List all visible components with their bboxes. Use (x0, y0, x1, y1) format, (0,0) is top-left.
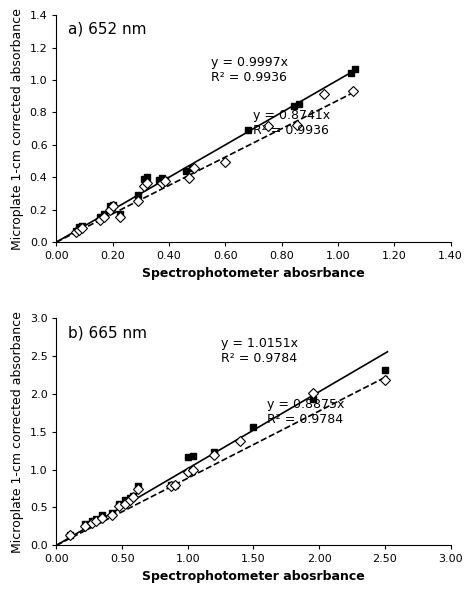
Text: y = 0.8741x
R² = 0.9936: y = 0.8741x R² = 0.9936 (254, 109, 330, 137)
Text: y = 1.0151x
R² = 0.9784: y = 1.0151x R² = 0.9784 (220, 337, 298, 365)
Text: b) 665 nm: b) 665 nm (68, 325, 147, 340)
Text: y = 0.9997x
R² = 0.9936: y = 0.9997x R² = 0.9936 (211, 56, 288, 84)
Y-axis label: Microplate 1-cm corrected absorbance: Microplate 1-cm corrected absorbance (11, 311, 24, 553)
X-axis label: Spectrophotometer abosrbance: Spectrophotometer abosrbance (142, 267, 365, 280)
X-axis label: Spectrophotometer abosrbance: Spectrophotometer abosrbance (142, 570, 365, 583)
Text: y = 0.8875x
R² = 0.9784: y = 0.8875x R² = 0.9784 (266, 398, 344, 426)
Y-axis label: Microplate 1-cm corrected absorbance: Microplate 1-cm corrected absorbance (11, 8, 24, 249)
Text: a) 652 nm: a) 652 nm (68, 22, 147, 37)
